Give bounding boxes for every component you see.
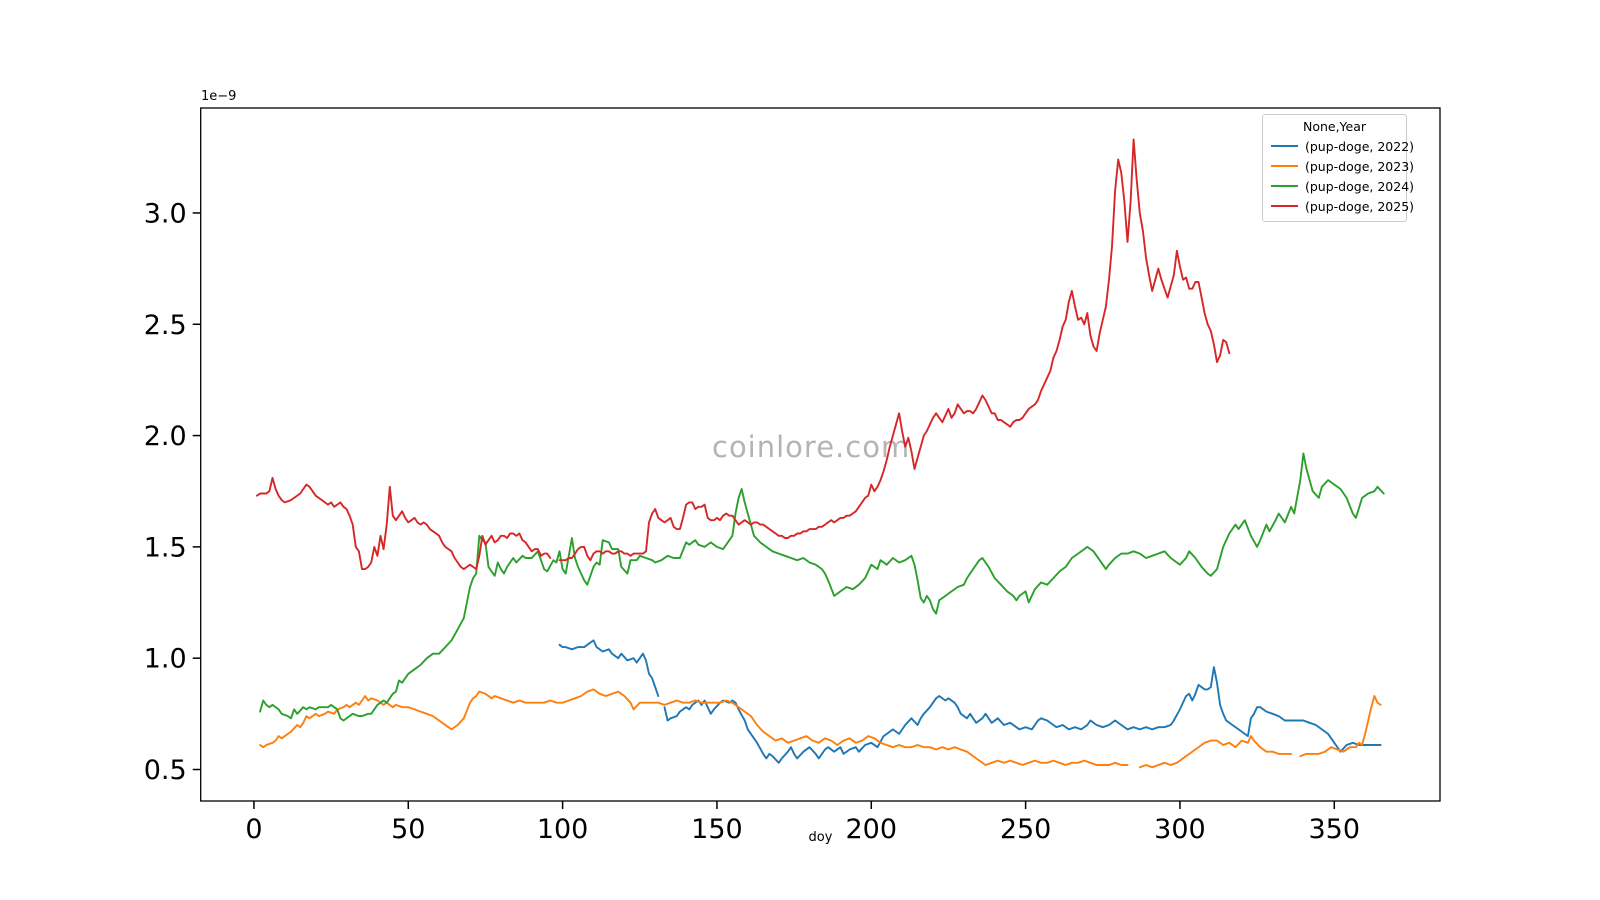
- watermark: coinlore.com: [712, 430, 911, 464]
- legend: None,Year (pup-doge, 2022) (pup-doge, 20…: [1262, 114, 1414, 222]
- svg-text:200: 200: [846, 814, 898, 845]
- legend-item-2025: (pup-doge, 2025): [1271, 196, 1414, 216]
- legend-label-2025: (pup-doge, 2025): [1305, 198, 1415, 214]
- y-axis-offset-label: 1e−9: [201, 89, 237, 104]
- legend-item-2022: (pup-doge, 2022): [1271, 136, 1414, 156]
- axes-frame: [200, 107, 1441, 802]
- series-lines: [256, 138, 1385, 769]
- legend-label-2022: (pup-doge, 2022): [1305, 138, 1415, 154]
- svg-text:3.0: 3.0: [144, 198, 187, 229]
- legend-line-sample-2025: [1271, 205, 1298, 207]
- legend-title: None,Year: [1302, 119, 1367, 134]
- svg-text:2.5: 2.5: [144, 310, 187, 341]
- legend-line-sample-2024: [1271, 185, 1298, 187]
- svg-text:50: 50: [391, 814, 425, 845]
- legend-label-2023: (pup-doge, 2023): [1305, 158, 1415, 174]
- svg-text:250: 250: [1000, 814, 1052, 845]
- svg-text:1.0: 1.0: [144, 644, 187, 675]
- legend-line-sample-2022: [1271, 145, 1298, 147]
- svg-text:0.5: 0.5: [144, 755, 187, 786]
- legend-item-2024: (pup-doge, 2024): [1271, 176, 1414, 196]
- svg-text:1.5: 1.5: [144, 532, 187, 563]
- svg-text:350: 350: [1309, 814, 1361, 845]
- svg-text:2.0: 2.0: [144, 421, 187, 452]
- x-axis-label: doy: [808, 830, 833, 845]
- axis-ticks: 0 50 100 150 200 250 300 350 0.5 1.0 1.5 2.0 2.5 3.0: [144, 198, 1360, 845]
- legend-line-sample-2023: [1271, 165, 1298, 167]
- svg-text:0: 0: [245, 814, 262, 845]
- svg-text:150: 150: [691, 814, 743, 845]
- svg-text:100: 100: [537, 814, 589, 845]
- legend-label-2024: (pup-doge, 2024): [1305, 178, 1415, 194]
- legend-item-2023: (pup-doge, 2023): [1271, 156, 1414, 176]
- svg-text:300: 300: [1154, 814, 1206, 845]
